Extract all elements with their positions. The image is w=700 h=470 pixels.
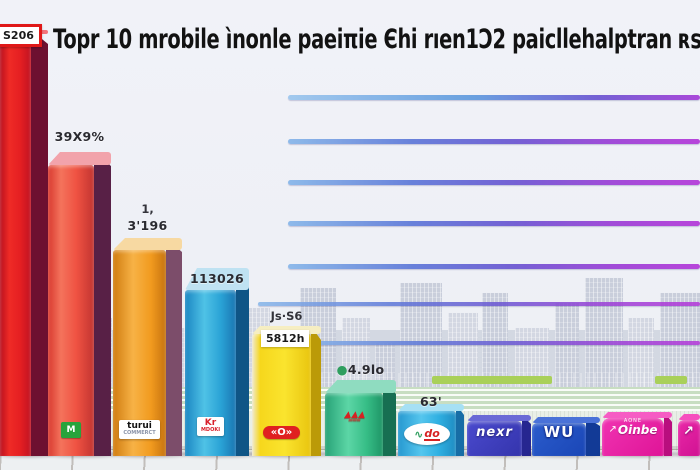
- bar-11-logo-mark: ↗: [683, 424, 695, 439]
- bar-7-logo-mark: ∿ do: [404, 423, 450, 445]
- bar-10-logo: AONE ↗ Oinbe: [602, 418, 664, 437]
- bar-4-logo-text: Kr: [204, 418, 217, 428]
- bar-10-logo-mark: AONE ↗ Oinbe: [608, 418, 658, 437]
- bar-7-top-face: [398, 404, 464, 411]
- bar-9-side: [586, 417, 600, 456]
- horizon-green-segment: [655, 376, 687, 384]
- gridline: [295, 341, 700, 345]
- bar-2-side: [94, 152, 111, 456]
- bar-6-side: [383, 380, 396, 456]
- bar-9-logo: WU: [532, 423, 586, 441]
- bar-3-logo-subtext: COMMERCT: [123, 430, 156, 437]
- bar-3-logo-text: turui: [127, 421, 152, 431]
- bar-5-tag-label: 5812h: [261, 330, 310, 348]
- bar-2-logo-mark: M: [61, 422, 81, 438]
- bar-4-logo: Kr MDOKI: [185, 417, 236, 436]
- bar-4-side: [236, 268, 249, 456]
- horizon-green-segment: [432, 376, 552, 384]
- bar-11-front: [678, 420, 700, 456]
- bar-1-tag-label: S206: [0, 24, 42, 48]
- gridline: [288, 139, 700, 144]
- bar-8-front: [467, 421, 522, 456]
- bar-3-top-face: [113, 238, 182, 250]
- bar-7-value-label: 63': [419, 394, 443, 409]
- gridline: [288, 221, 700, 226]
- bar-8-logo: nexr: [467, 425, 522, 440]
- bar-6-top-face: [325, 380, 396, 393]
- bar-5-value-label-secondary: Js·S6: [270, 309, 303, 323]
- bar-3-value-label: 3'196: [127, 218, 168, 233]
- gridline: [288, 180, 700, 185]
- bar-10-side: [664, 412, 672, 456]
- bar-5-logo-mark: «O»: [262, 426, 301, 439]
- bar-4-logo-mark: Kr MDOKI: [196, 417, 225, 436]
- gridline: [258, 302, 700, 306]
- bar-6-logo: ▲▲▲ ===: [325, 410, 383, 425]
- bar-2-front: [48, 165, 94, 456]
- bar-3-value-label-secondary: 1,: [141, 202, 154, 216]
- bar-2-value-label: 39X9%: [54, 129, 105, 144]
- bar-6-value-label: ●4.9lo: [336, 362, 385, 377]
- bar-8-top-face: [467, 415, 531, 421]
- gridline: [288, 264, 700, 269]
- chart-title: Topr 10 mrobile ìnonle paeiπie Єhi rıen1…: [53, 24, 700, 55]
- bar-4-logo-subtext: MDOKI: [200, 427, 221, 434]
- bar-1-front: [0, 34, 31, 456]
- bar-10-front: [602, 418, 664, 456]
- bar-7-logo: ∿ do: [398, 423, 456, 445]
- bar-3-logo-mark: turui COMMERCT: [119, 420, 160, 439]
- bar-6-logo-mark: ▲▲▲ ===: [343, 410, 366, 425]
- bar-4-top-face: [185, 268, 249, 290]
- bar-5-side: [311, 326, 321, 456]
- bar-2-top-face: [48, 152, 111, 165]
- bar-3-logo: turui COMMERCT: [113, 420, 166, 439]
- bar-8-logo-mark: nexr: [476, 425, 513, 440]
- bar-6-front: [325, 393, 383, 456]
- bar-1-side: [31, 30, 48, 456]
- bar-9-logo-mark: WU: [543, 423, 575, 441]
- gridline: [288, 95, 700, 100]
- bar-4-value-label: 113026: [190, 271, 244, 286]
- bar-2-logo: M: [48, 422, 94, 438]
- bar-10-top-face: [602, 412, 672, 418]
- bar-9-top-face: [532, 417, 600, 423]
- bar-8-side: [522, 415, 531, 456]
- bar-11-top-face: [678, 414, 700, 420]
- bar-3-side: [166, 238, 182, 456]
- bar-9-front: [532, 423, 586, 456]
- bar-11-logo: ↗: [678, 424, 700, 439]
- bar-7-side: [456, 404, 464, 456]
- bar-5-logo: «O»: [252, 426, 311, 439]
